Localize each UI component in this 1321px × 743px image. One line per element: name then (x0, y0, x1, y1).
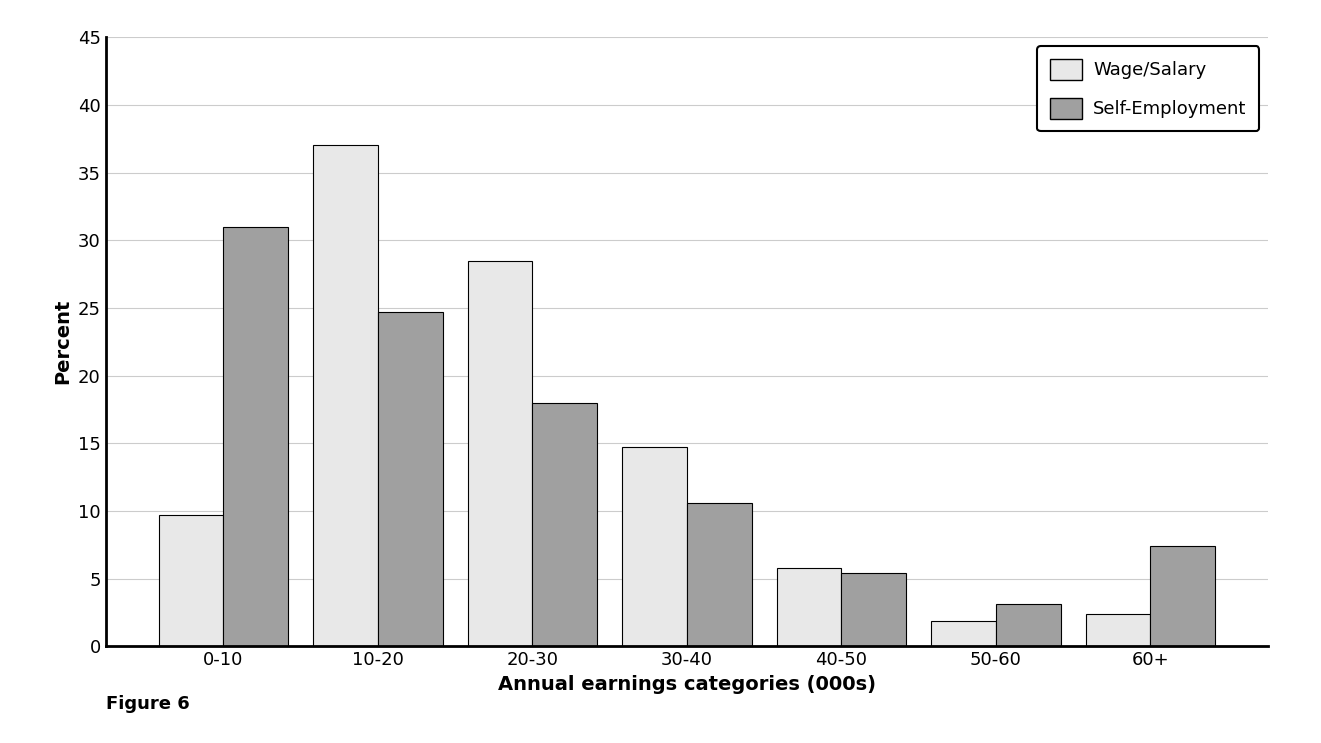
Bar (777, 568, 841, 646)
Bar (313, 146, 378, 646)
Bar (931, 620, 996, 646)
Bar (378, 312, 443, 646)
X-axis label: Annual earnings categories (000s): Annual earnings categories (000s) (498, 675, 876, 694)
Bar (1086, 614, 1151, 646)
Bar (996, 605, 1061, 646)
Bar (468, 261, 532, 646)
Text: Figure 6: Figure 6 (106, 695, 189, 713)
Bar (1151, 546, 1215, 646)
Legend: Wage/Salary, Self-Employment: Wage/Salary, Self-Employment (1037, 46, 1259, 132)
Bar (841, 574, 906, 646)
Bar (532, 403, 597, 646)
Bar (622, 447, 687, 646)
Bar (159, 515, 223, 646)
Y-axis label: Percent: Percent (53, 299, 73, 384)
Bar (223, 227, 288, 646)
Bar (687, 503, 752, 646)
